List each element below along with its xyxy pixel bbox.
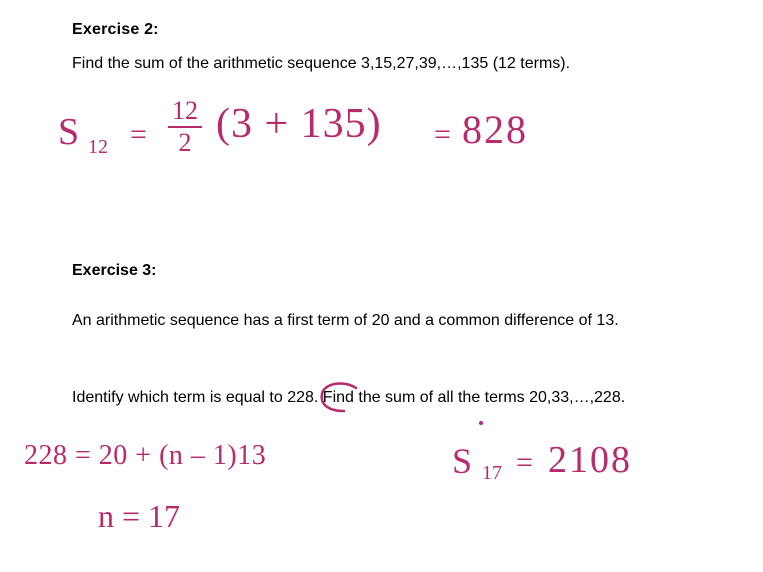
dot-icon <box>478 420 484 426</box>
ex2-frac-num: 12 <box>168 98 202 128</box>
ex2-lhs-sub: 12 <box>88 136 108 159</box>
ex3-sum-sub: 17 <box>482 462 502 485</box>
exercise-2-heading: Exercise 2: <box>72 21 159 39</box>
exercise-3-heading: Exercise 3: <box>72 262 157 280</box>
ex3-eqn: 228 = 20 + (n – 1)13 <box>24 440 266 472</box>
exercise-2-body: Find the sum of the arithmetic sequence … <box>72 55 570 73</box>
circle-228-icon <box>314 378 364 414</box>
ex2-frac-den: 2 <box>168 128 202 156</box>
ex2-fraction: 12 2 <box>168 98 202 156</box>
ex2-equals-1: = <box>130 118 147 152</box>
ex2-lhs-S: S <box>58 110 79 154</box>
ex2-paren-expr: (3 + 135) <box>216 100 382 148</box>
ex2-equals-2: = <box>434 118 451 152</box>
ex3-sum-equals: = <box>516 446 533 480</box>
ex3-sum-S: S <box>452 440 472 482</box>
ex3-sum-value: 2108 <box>548 438 632 482</box>
ex2-result: 828 <box>462 106 528 153</box>
ex3-n-result: n = 17 <box>98 498 180 535</box>
exercise-3-body-1: An arithmetic sequence has a first term … <box>72 312 619 330</box>
